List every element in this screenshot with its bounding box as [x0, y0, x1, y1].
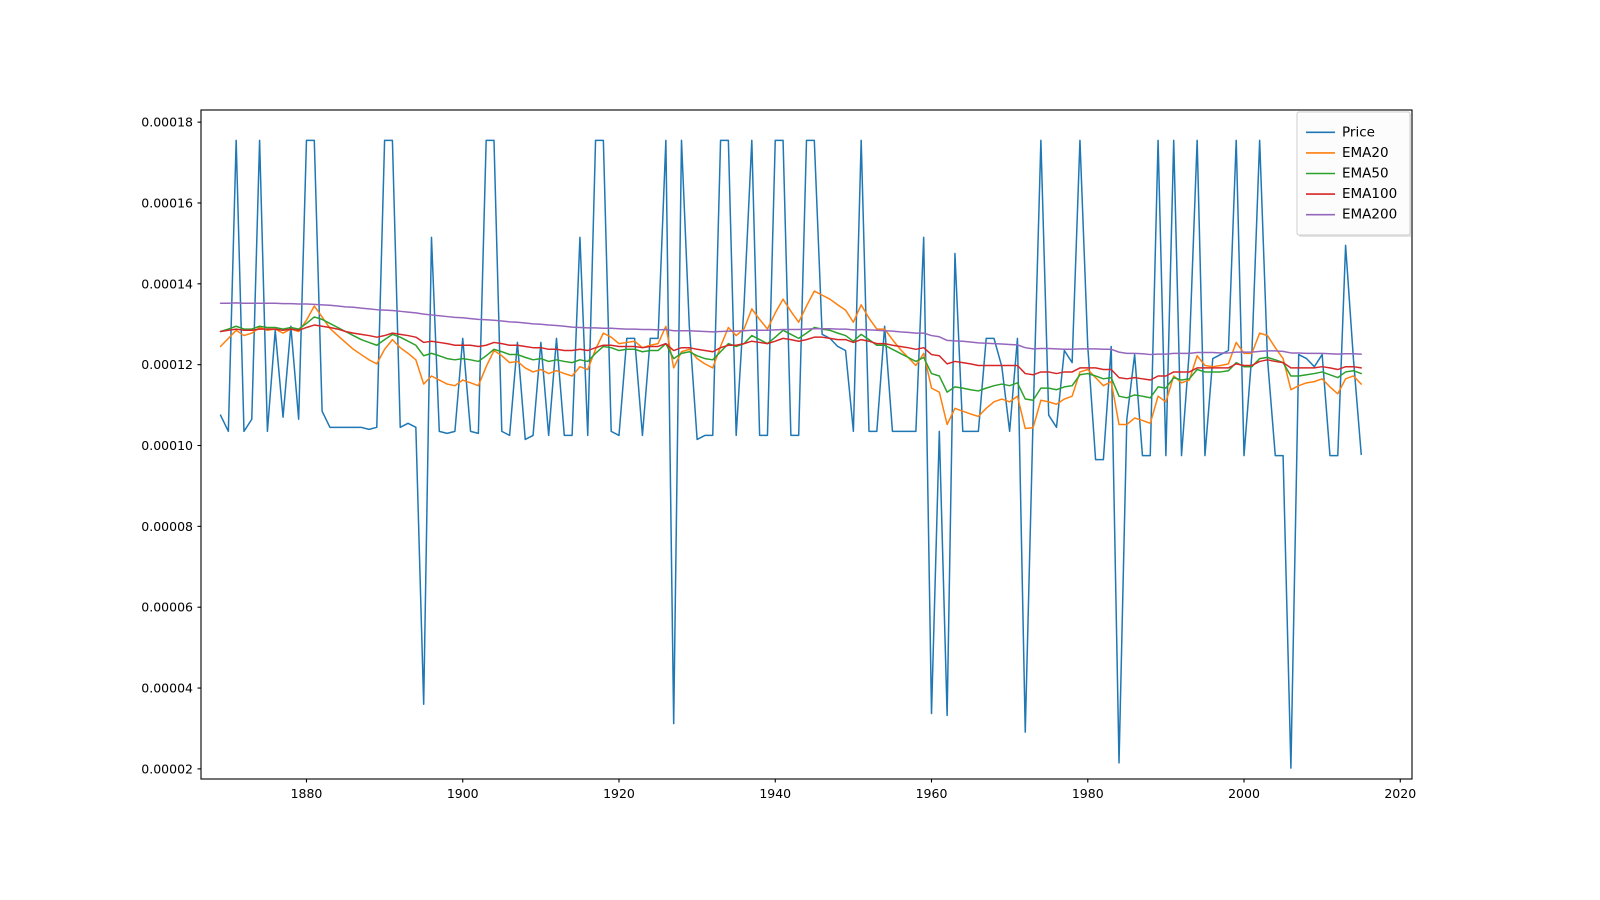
- x-tick-label: 1940: [759, 786, 791, 801]
- x-tick-label: 2000: [1228, 786, 1260, 801]
- y-tick-label: 0.00010: [141, 438, 193, 453]
- axes-background: [201, 110, 1412, 779]
- legend-label-ema50: EMA50: [1342, 166, 1389, 182]
- series-line-price: [219, 139, 1362, 769]
- legend-background: [1296, 111, 1411, 236]
- y-tick-label: 0.00016: [141, 195, 193, 210]
- y-axis-ticks: 0.00002 0.00004 0.00006 0.00008 0.00010 0.000…: [141, 115, 201, 776]
- chart-legend[interactable]: Price EMA20 EMA50 EMA100 EMA200: [1296, 111, 1412, 237]
- y-tick-label: 0.00008: [141, 519, 193, 534]
- y-tick-label: 0.00002: [141, 761, 193, 776]
- legend-label-price: Price: [1342, 124, 1375, 140]
- y-tick-label: 0.00006: [141, 600, 193, 615]
- x-tick-label: 1880: [291, 786, 323, 801]
- x-tick-label: 1920: [603, 786, 635, 801]
- x-tick-label: 1980: [1072, 786, 1104, 801]
- x-axis-ticks: 1880 1900 1920 1940 1960 1980 2000 2020: [291, 779, 1416, 801]
- legend-label-ema100: EMA100: [1342, 186, 1397, 202]
- x-tick-label: 1900: [447, 786, 479, 801]
- series-line-ema20: [219, 290, 1362, 430]
- y-tick-label: 0.00012: [141, 357, 193, 372]
- series-line-ema100: [219, 324, 1362, 381]
- series-line-ema50: [219, 316, 1362, 401]
- y-tick-label: 0.00004: [141, 681, 193, 696]
- x-tick-label: 2020: [1384, 786, 1416, 801]
- axes-spines: [200, 109, 1413, 780]
- axes-frame: [200, 109, 1413, 780]
- series-line-ema200: [219, 302, 1362, 356]
- y-tick-label: 0.00018: [141, 115, 193, 130]
- legend-label-ema200: EMA200: [1342, 207, 1397, 223]
- y-tick-label: 0.00014: [141, 276, 193, 291]
- legend-label-ema20: EMA20: [1342, 145, 1389, 161]
- data-series-group: [219, 139, 1362, 769]
- x-tick-label: 1960: [916, 786, 948, 801]
